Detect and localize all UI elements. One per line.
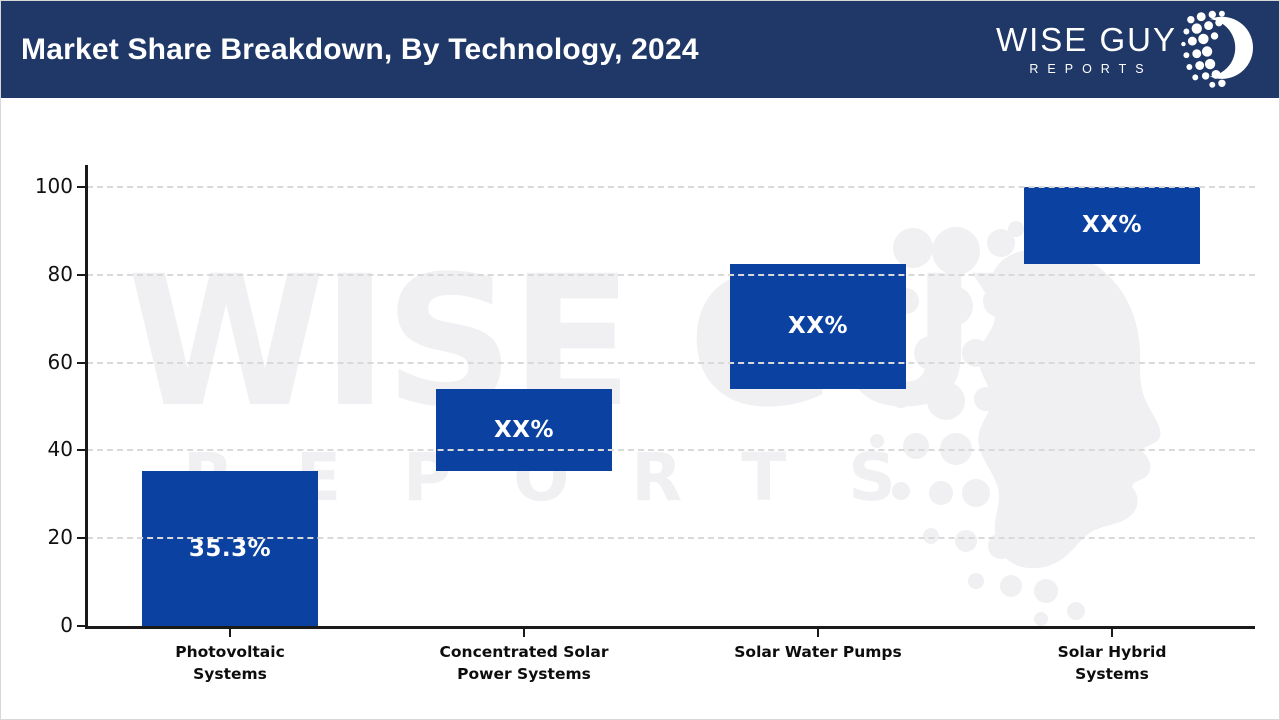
- y-gridline: [87, 186, 1255, 188]
- x-tick-mark: [817, 629, 819, 637]
- logo-wordmark: WISE GUY: [995, 21, 1177, 58]
- logo-tagline: REPORTS: [1029, 62, 1153, 76]
- watermark-wordmark: WISE GUY: [127, 238, 1104, 447]
- bar-value-label: XX%: [787, 313, 848, 340]
- dotted-head-profile-icon: [1179, 10, 1253, 88]
- bar-concentrated-solar-power-systems: XX%: [436, 388, 612, 472]
- y-tick-mark: [77, 537, 87, 540]
- x-category-label: Concentrated Solar Power Systems: [379, 642, 669, 685]
- y-tick-label: 40: [47, 437, 73, 462]
- y-tick-label: 20: [47, 525, 73, 550]
- y-gridline: [87, 537, 1255, 540]
- y-gridline: [87, 361, 1255, 364]
- dotted-head-profile-watermark: [870, 221, 1161, 626]
- x-category-label-line: Solar Water Pumps: [734, 643, 902, 661]
- bar-value-label: 35.3%: [188, 535, 272, 562]
- x-category-label-line: Concentrated Solar: [439, 643, 609, 661]
- x-category-label-line: Solar Hybrid: [1057, 643, 1167, 661]
- bar-value-label: XX%: [1081, 212, 1142, 239]
- x-tick-mark: [523, 629, 525, 637]
- x-axis-spine: [85, 626, 1255, 629]
- bar-solar-hybrid-systems: XX%: [1024, 187, 1200, 264]
- y-tick-mark: [77, 361, 87, 364]
- y-gridline: [87, 449, 1255, 452]
- y-tick-mark: [77, 273, 87, 276]
- bar-solar-water-pumps: XX%: [730, 263, 906, 389]
- x-category-label: Solar Hybrid Systems: [967, 642, 1257, 685]
- bar-value-label: XX%: [493, 416, 554, 443]
- x-category-label: Photovoltaic Systems: [85, 642, 375, 685]
- x-tick-mark: [1111, 629, 1113, 637]
- logo-text: WISE GUY REPORTS: [996, 23, 1177, 76]
- y-tick-label: 60: [47, 349, 73, 374]
- wiseguy-logo: WISE GUY REPORTS: [996, 8, 1253, 92]
- x-tick-mark: [229, 629, 231, 637]
- header-band: Market Share Breakdown, By Technology, 2…: [1, 1, 1279, 98]
- bar-photovoltaic-systems: 35.3%: [142, 471, 318, 626]
- y-gridline: [87, 273, 1255, 276]
- page-title: Market Share Breakdown, By Technology, 2…: [21, 32, 699, 66]
- x-category-label: Solar Water Pumps: [673, 642, 963, 664]
- y-tick-mark: [77, 625, 87, 627]
- y-tick-label: 100: [34, 174, 73, 198]
- y-tick-label: 0: [60, 613, 73, 637]
- x-category-label-line: Photovoltaic: [175, 643, 285, 661]
- x-category-label-line: Systems: [193, 664, 267, 683]
- y-axis-spine: [85, 165, 88, 629]
- x-category-label-line: Power Systems: [457, 664, 591, 683]
- y-tick-mark: [77, 449, 87, 452]
- y-tick-label: 80: [47, 261, 73, 286]
- y-tick-mark: [77, 186, 87, 188]
- x-category-label-line: Systems: [1075, 664, 1149, 683]
